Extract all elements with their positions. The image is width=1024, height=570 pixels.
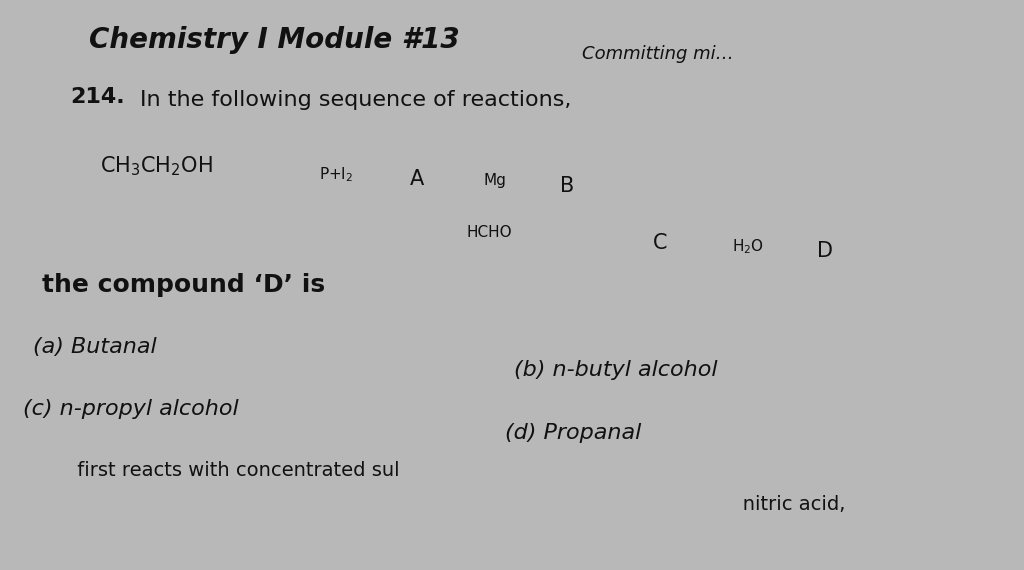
Text: Committing mi…: Committing mi… [582, 45, 733, 63]
Text: H$_2$O: H$_2$O [732, 237, 764, 256]
Text: 214.: 214. [70, 87, 125, 107]
Text: the compound ‘D’ is: the compound ‘D’ is [42, 272, 326, 296]
Text: Chemistry I Module #13: Chemistry I Module #13 [89, 26, 460, 54]
Text: HCHO: HCHO [467, 225, 512, 239]
Text: (b) n-butyl alcohol: (b) n-butyl alcohol [514, 360, 718, 380]
Text: C: C [653, 233, 668, 253]
Text: (a) Butanal: (a) Butanal [33, 337, 157, 357]
Text: Mg: Mg [483, 173, 506, 188]
Text: A: A [410, 169, 424, 189]
Text: In the following sequence of reactions,: In the following sequence of reactions, [140, 90, 571, 110]
Text: (c) n-propyl alcohol: (c) n-propyl alcohol [24, 399, 239, 419]
Text: (d) Propanal: (d) Propanal [505, 423, 641, 443]
Text: D: D [817, 241, 834, 260]
Text: CH$_3$CH$_2$OH: CH$_3$CH$_2$OH [100, 154, 213, 177]
Text: B: B [560, 176, 574, 196]
Text: P+I$_2$: P+I$_2$ [319, 165, 353, 184]
Text: first reacts with concentrated sul: first reacts with concentrated sul [14, 461, 399, 479]
Text: nitric acid,: nitric acid, [717, 495, 845, 514]
